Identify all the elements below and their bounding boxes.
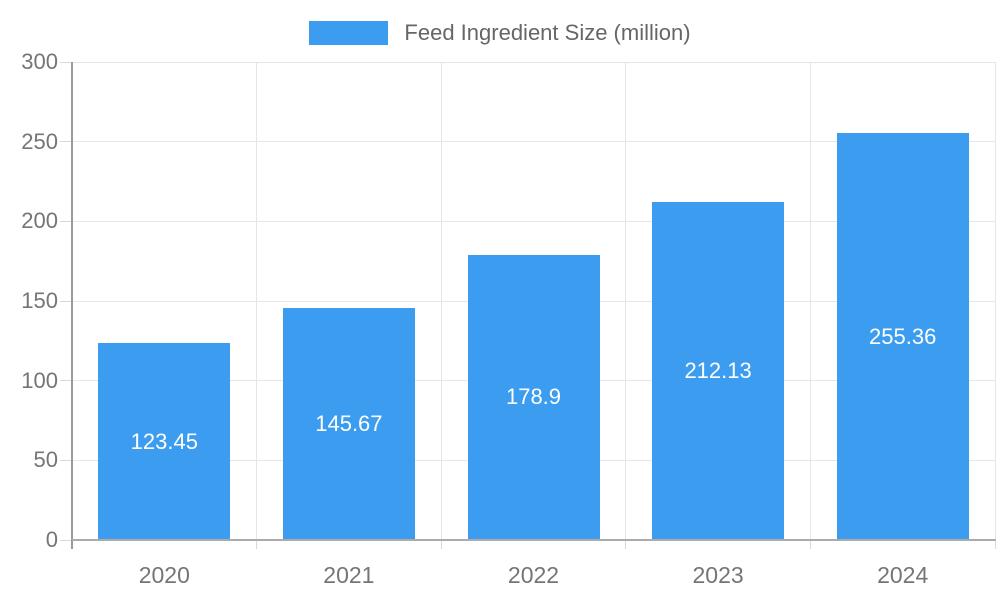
bar-2021[interactable] [282,307,415,540]
gridline-horizontal [72,61,995,63]
y-tick-label: 50 [33,447,58,473]
x-axis-tick [809,540,811,549]
gridline-horizontal [72,141,995,143]
x-axis-tick [625,540,627,549]
y-axis-tick [60,539,72,541]
legend-label: Feed Ingredient Size (million) [404,20,691,45]
x-axis-tick [994,540,996,549]
y-axis-tick [60,61,72,63]
bar-2022[interactable] [467,254,600,540]
bar-2024[interactable] [836,133,969,540]
y-tick-label: 200 [21,208,58,234]
x-tick-label: 2024 [877,562,929,588]
bar-value-label: 145.67 [315,410,383,436]
x-axis-line [72,539,996,541]
bar-2020[interactable] [98,343,231,540]
gridline-vertical [256,62,258,540]
bar-2023[interactable] [652,202,785,540]
x-tick-label: 2023 [692,562,744,588]
bar-value-label: 212.13 [684,358,752,383]
gridline-vertical [440,62,442,540]
gridline-vertical [809,62,811,540]
y-axis-tick [60,380,72,382]
y-tick-label: 100 [21,367,58,393]
y-tick-label: 150 [21,288,58,313]
y-axis-tick [60,141,72,143]
bar-value-label: 255.36 [869,323,937,349]
gridline-vertical [994,62,996,540]
legend[interactable]: Feed Ingredient Size (million) [0,20,1000,46]
x-tick-label: 2020 [138,562,190,588]
x-tick-label: 2022 [507,562,560,588]
x-tick-label: 2021 [323,562,375,588]
y-tick-label: 300 [21,49,58,74]
y-axis-line [71,62,73,549]
y-tick-label: 250 [21,128,58,154]
y-tick-label: 0 [45,527,58,552]
legend-swatch [309,21,389,45]
bar-value-label: 178.9 [505,384,562,410]
bar-value-label: 123.45 [130,428,198,454]
gridline-horizontal [72,220,995,222]
y-axis-tick [60,220,72,222]
y-axis-tick [60,459,72,461]
gridline-vertical [625,62,627,540]
y-axis-tick [60,300,72,302]
x-axis-tick [440,540,442,549]
x-axis-tick [256,540,258,549]
